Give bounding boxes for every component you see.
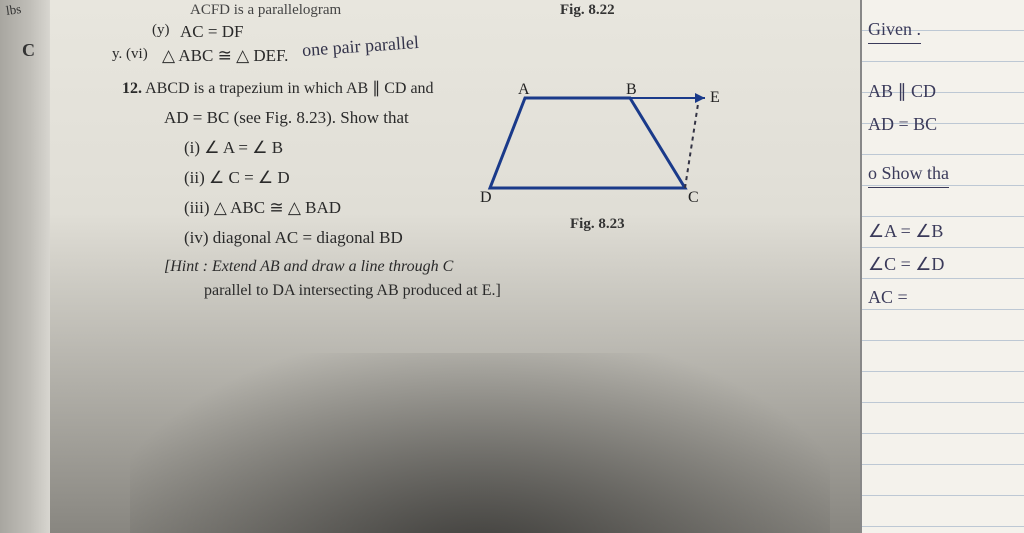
q12-hint-2: parallel to DA intersecting AB produced … <box>204 280 501 302</box>
frag-parallelogram: ACFD is a parallelogram <box>190 2 341 19</box>
tri-abc-def: △ ABC ≅ △ DEF. <box>162 46 288 66</box>
left-page-edge: lbs C <box>0 0 50 533</box>
label-d: D <box>480 189 492 206</box>
note-show: o Show tha <box>868 160 949 188</box>
q12-ii: (ii) ∠ C = ∠ D <box>184 166 290 190</box>
arrow-e <box>695 93 705 103</box>
q12-iii: (iii) △ ABC ≅ △ BAD <box>184 196 341 220</box>
note-angle-cd: ∠C = ∠D <box>868 251 1018 278</box>
handwritten-notes: Given . AB ∥ CD AD = BC o Show tha ∠A = … <box>868 16 1018 311</box>
label-c: C <box>688 189 699 206</box>
q12-body-1: ABCD is a trapezium in which AB ∥ CD and <box>145 80 433 97</box>
handwritten-pair: one pair parallel <box>301 32 419 61</box>
q12-iv: (iv) diagonal AC = diagonal BD <box>184 226 403 250</box>
q12-number: 12. <box>122 80 142 97</box>
q12-hint-1: [Hint : Extend AB and draw a line throug… <box>164 256 453 278</box>
note-ad-bc: AD = BC <box>868 111 1018 138</box>
note-ac: AC = <box>868 284 1018 311</box>
prefix-y: (y) <box>152 22 170 39</box>
q12-body-2: AD = BC (see Fig. 8.23). Show that <box>164 106 409 130</box>
trapezium-diagram: A B E C D Fig. 8.23 <box>480 78 740 238</box>
prefix-vi: y. (vi) <box>112 46 148 63</box>
trapezium-shape <box>490 98 685 188</box>
label-e: E <box>710 89 720 106</box>
label-b: B <box>626 81 637 98</box>
fig-823-caption: Fig. 8.23 <box>570 216 625 232</box>
margin-frag-1: lbs <box>5 1 22 19</box>
q12-i: (i) ∠ A = ∠ B <box>184 136 283 160</box>
note-ab-cd: AB ∥ CD <box>868 78 1018 105</box>
left-margin-text: lbs C <box>0 0 55 533</box>
textbook-page: ACFD is a parallelogram Fig. 8.22 (y) AC… <box>50 0 860 533</box>
margin-frag-2: C <box>22 40 35 61</box>
note-angle-ab: ∠A = ∠B <box>868 218 1018 245</box>
note-given: Given . <box>868 16 921 44</box>
line-ce <box>685 104 698 188</box>
page-shadow <box>130 353 830 533</box>
fig-822-label: Fig. 8.22 <box>560 2 615 19</box>
label-a: A <box>518 81 530 98</box>
notebook-page: Given . AB ∥ CD AD = BC o Show tha ∠A = … <box>860 0 1024 533</box>
ac-eq-df: AC = DF <box>180 22 243 42</box>
